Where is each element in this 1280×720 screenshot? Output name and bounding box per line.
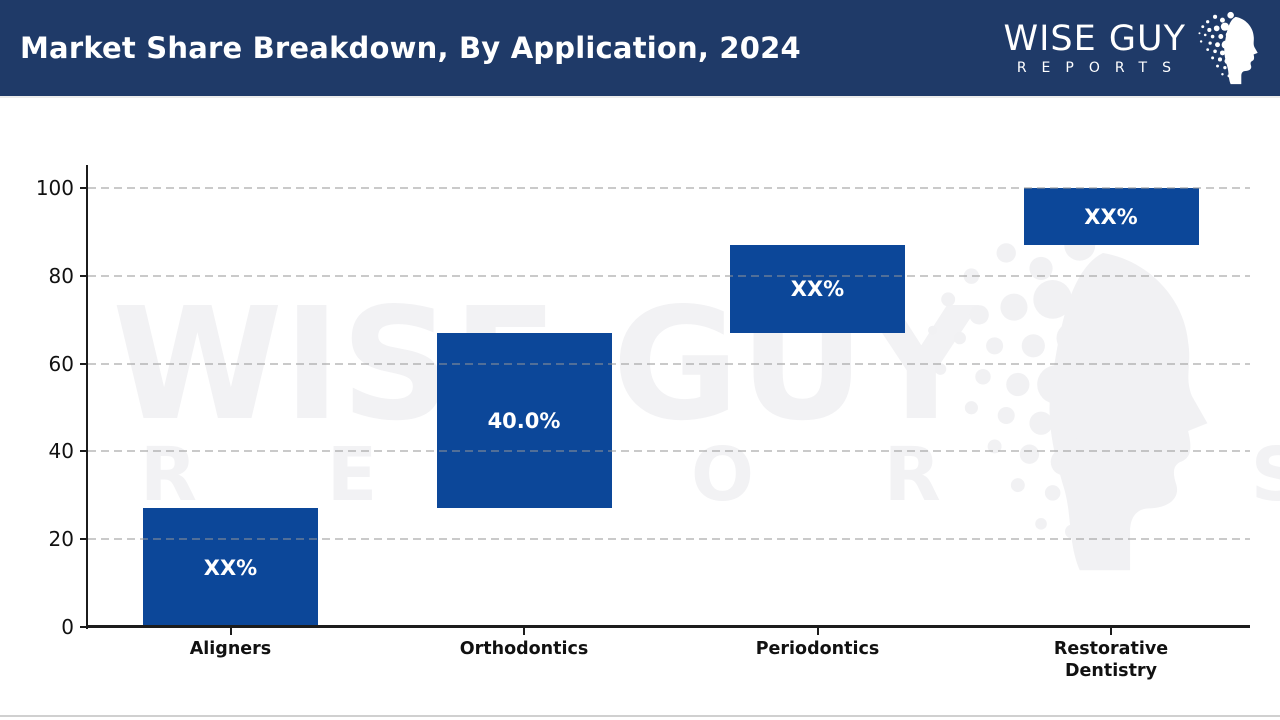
x-tick-2 bbox=[816, 628, 819, 635]
brand-face-icon bbox=[1188, 5, 1270, 91]
y-tick-label-80: 80 bbox=[48, 263, 74, 288]
gridline-100 bbox=[88, 187, 1250, 189]
brand-subname: REPORTS bbox=[1016, 59, 1186, 76]
x-category-label-1: Orthodontics bbox=[459, 639, 589, 659]
bar-restorative-dentistry: XX% bbox=[1023, 188, 1199, 246]
y-tick-label-100: 100 bbox=[35, 176, 74, 200]
x-tick-0 bbox=[229, 628, 232, 635]
y-tick-label-20: 20 bbox=[48, 527, 74, 552]
brand-name: WISE GUY bbox=[1003, 18, 1186, 59]
y-tick-label-40: 40 bbox=[48, 439, 74, 464]
bar-value-label: 40.0% bbox=[487, 408, 561, 433]
bar-value-label: XX% bbox=[1084, 204, 1138, 229]
bar-orthodontics: 40.0% bbox=[436, 332, 612, 509]
y-tick-100 bbox=[80, 187, 87, 189]
x-axis-line bbox=[86, 625, 1250, 628]
brand-logo-text: WISE GUY REPORTS bbox=[1003, 18, 1186, 76]
y-axis-line bbox=[86, 165, 88, 629]
x-category-label-3: Restorative Dentistry bbox=[1053, 639, 1169, 681]
y-tick-label-60: 60 bbox=[48, 351, 74, 376]
gridline-40 bbox=[88, 450, 1250, 453]
y-tick-40 bbox=[80, 450, 87, 453]
gridline-60 bbox=[88, 362, 1250, 365]
bar-periodontics: XX% bbox=[730, 245, 905, 333]
bar-value-label: XX% bbox=[790, 276, 845, 301]
x-tick-1 bbox=[523, 628, 525, 635]
y-tick-0 bbox=[80, 626, 87, 628]
waterfall-chart: 0 20 40 60 80 100 XX% Aligners 40.0% Orthodontics… bbox=[0, 98, 1280, 720]
gridline-20 bbox=[88, 538, 1250, 541]
bottom-border-line bbox=[0, 715, 1280, 717]
bar-value-label: XX% bbox=[203, 555, 258, 580]
y-tick-20 bbox=[80, 538, 87, 541]
y-tick-60 bbox=[80, 362, 87, 365]
x-category-label-2: Periodontics bbox=[755, 639, 880, 659]
x-category-label-0: Aligners bbox=[189, 639, 272, 659]
chart-title: Market Share Breakdown, By Application, … bbox=[20, 31, 801, 65]
bar-aligners: XX% bbox=[143, 508, 318, 627]
brand-logo: WISE GUY REPORTS bbox=[1003, 5, 1270, 91]
header-bar: Market Share Breakdown, By Application, … bbox=[0, 0, 1280, 98]
x-tick-3 bbox=[1110, 628, 1112, 635]
gridline-80 bbox=[88, 274, 1250, 277]
y-tick-80 bbox=[80, 274, 87, 277]
y-tick-label-0: 0 bbox=[61, 615, 74, 639]
